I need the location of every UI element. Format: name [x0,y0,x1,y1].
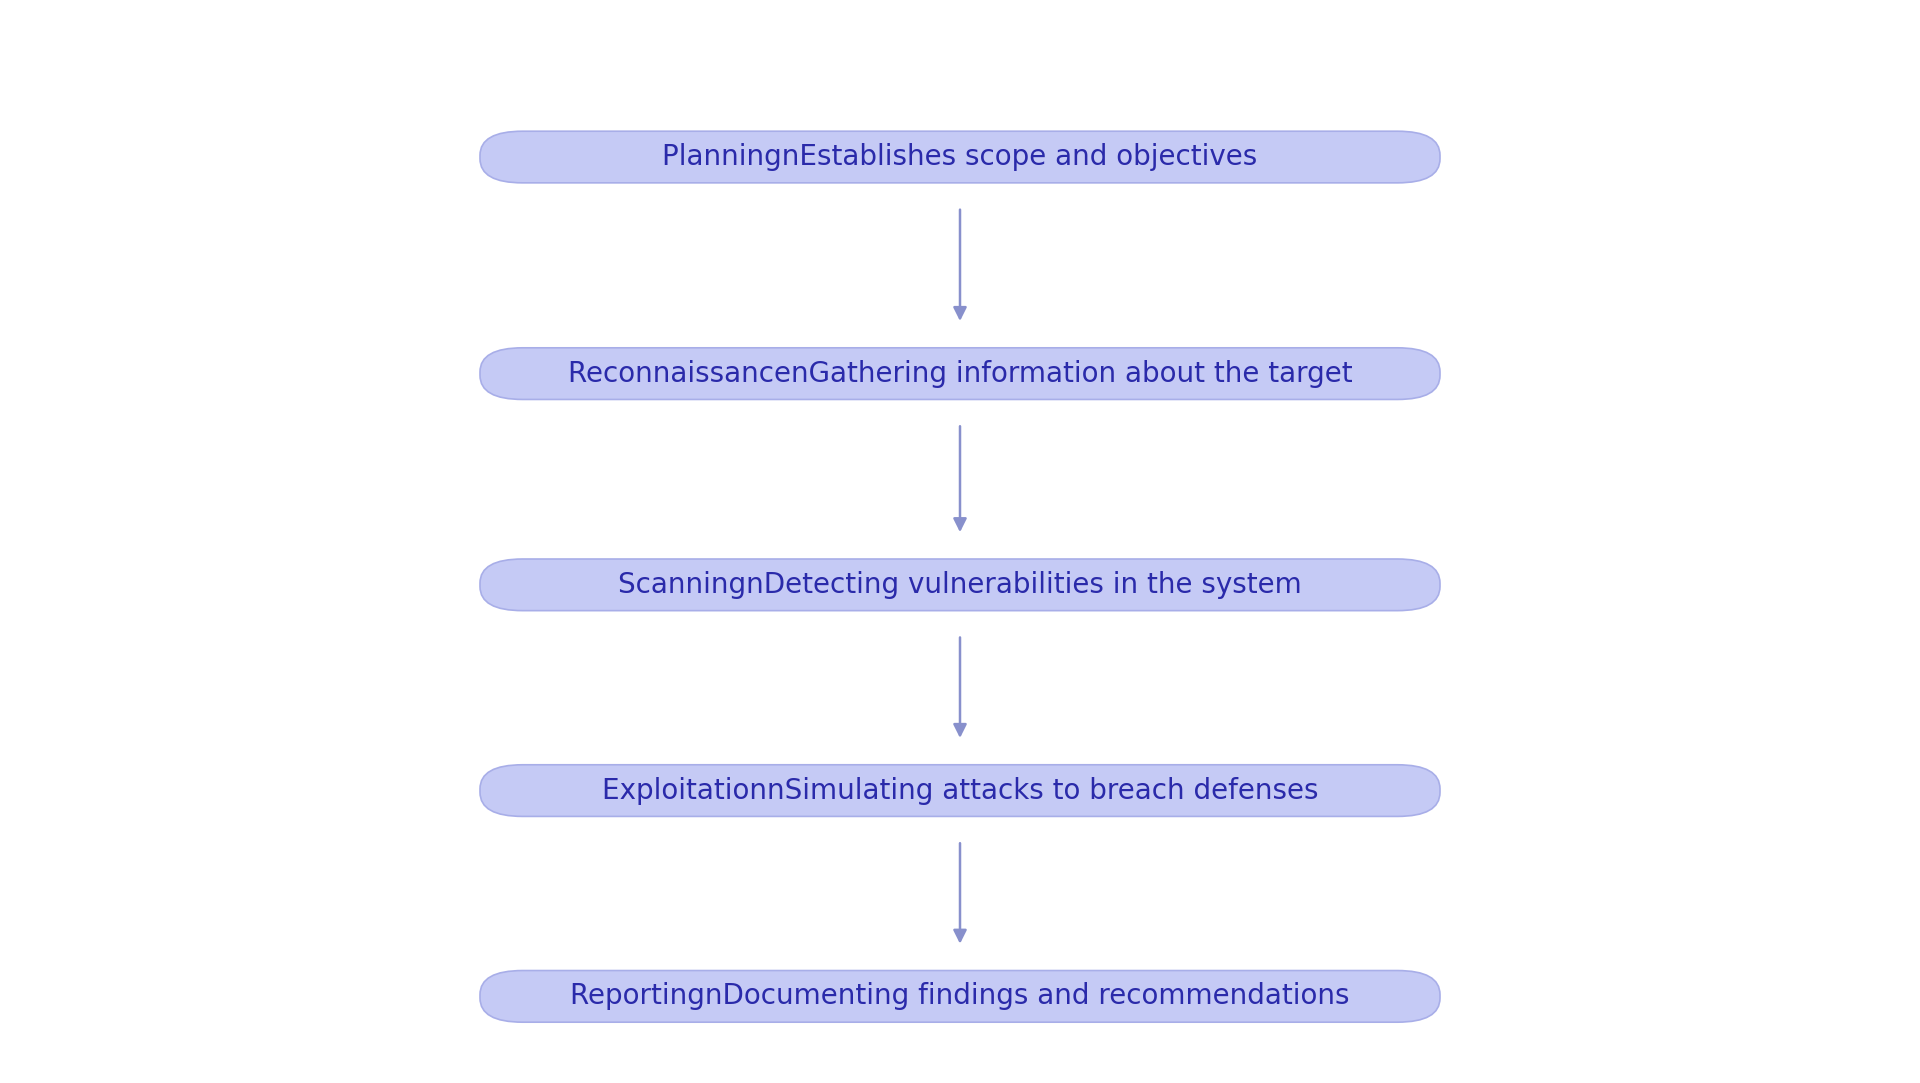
Text: PlanningnEstablishes scope and objectives: PlanningnEstablishes scope and objective… [662,143,1258,171]
Text: ScanningnDetecting vulnerabilities in the system: ScanningnDetecting vulnerabilities in th… [618,571,1302,599]
Text: ReportingnDocumenting findings and recommendations: ReportingnDocumenting findings and recom… [570,982,1350,1010]
FancyBboxPatch shape [480,559,1440,611]
FancyBboxPatch shape [480,765,1440,817]
Text: ReconnaissancenGathering information about the target: ReconnaissancenGathering information abo… [568,360,1352,388]
FancyBboxPatch shape [480,131,1440,183]
FancyBboxPatch shape [480,970,1440,1022]
Text: ExploitationnSimulating attacks to breach defenses: ExploitationnSimulating attacks to breac… [601,777,1319,805]
FancyBboxPatch shape [480,348,1440,400]
